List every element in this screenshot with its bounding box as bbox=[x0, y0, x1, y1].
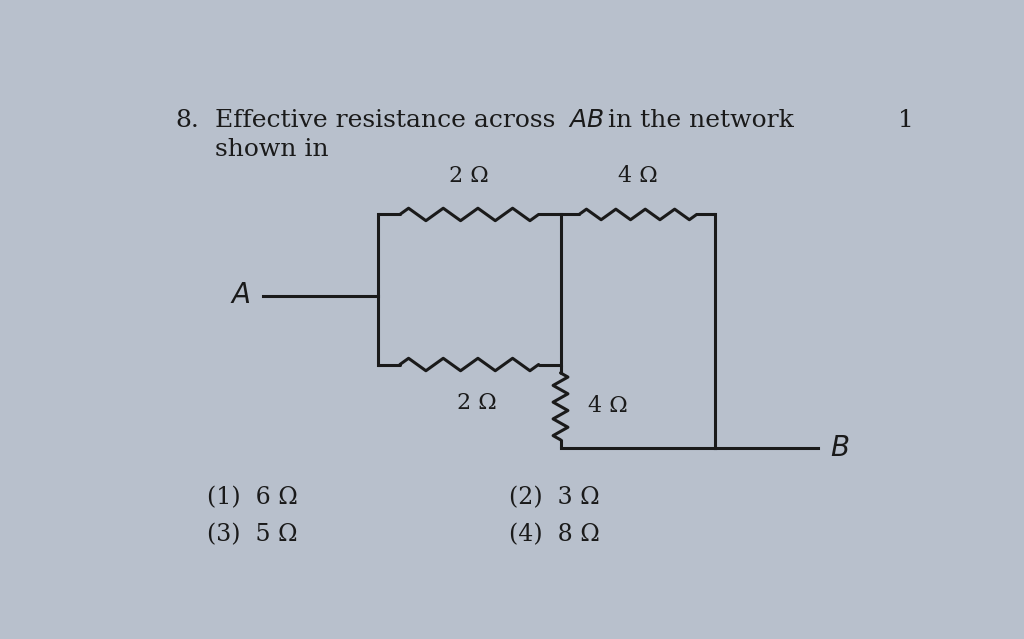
Text: 2 Ω: 2 Ω bbox=[450, 166, 489, 187]
Text: $B$: $B$ bbox=[830, 435, 850, 461]
Text: (4)  8 Ω: (4) 8 Ω bbox=[509, 523, 600, 546]
Text: Effective resistance across: Effective resistance across bbox=[215, 109, 563, 132]
Text: 4 Ω: 4 Ω bbox=[618, 166, 657, 187]
Text: in the network: in the network bbox=[600, 109, 794, 132]
Text: shown in: shown in bbox=[215, 138, 329, 161]
Text: 4 Ω: 4 Ω bbox=[588, 396, 628, 417]
Text: (2)  3 Ω: (2) 3 Ω bbox=[509, 486, 600, 509]
Text: 1: 1 bbox=[898, 109, 913, 132]
Text: $AB$: $AB$ bbox=[568, 109, 604, 132]
Text: 8.: 8. bbox=[176, 109, 200, 132]
Text: $A$: $A$ bbox=[230, 282, 251, 309]
Text: 2 Ω: 2 Ω bbox=[458, 392, 497, 413]
Text: (3)  5 Ω: (3) 5 Ω bbox=[207, 523, 298, 546]
Text: (1)  6 Ω: (1) 6 Ω bbox=[207, 486, 298, 509]
